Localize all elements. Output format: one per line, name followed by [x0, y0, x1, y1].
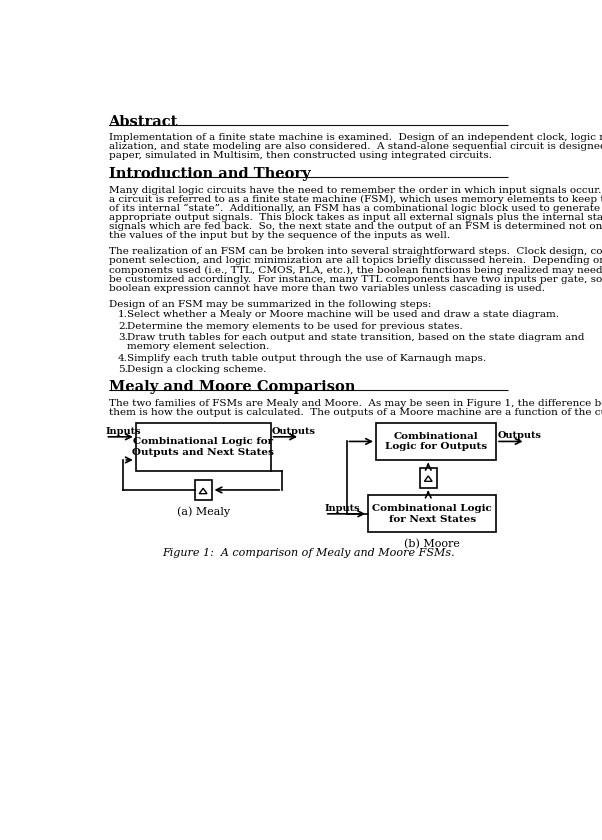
Text: components used (i.e., TTL, CMOS, PLA, etc.), the boolean functions being realiz: components used (i.e., TTL, CMOS, PLA, e…	[108, 265, 602, 275]
Text: be customized accordingly.  For instance, many TTL components have two inputs pe: be customized accordingly. For instance,…	[108, 275, 602, 284]
Text: a circuit is referred to as a finite state machine (FSM), which uses memory elem: a circuit is referred to as a finite sta…	[108, 195, 602, 204]
Text: Determine the memory elements to be used for previous states.: Determine the memory elements to be used…	[127, 322, 463, 331]
Text: Simplify each truth table output through the use of Karnaugh maps.: Simplify each truth table output through…	[127, 354, 486, 363]
Text: them is how the output is calculated.  The outputs of a Moore machine are a func: them is how the output is calculated. Th…	[108, 407, 602, 417]
Bar	[368, 496, 496, 533]
Text: Figure 1:  A comparison of Mealy and Moore FSMs.: Figure 1: A comparison of Mealy and Moor…	[162, 548, 455, 558]
Text: the values of the input but by the sequence of the inputs as well.: the values of the input but by the seque…	[108, 231, 450, 240]
Text: 2.: 2.	[118, 322, 128, 331]
Text: 4.: 4.	[118, 354, 128, 363]
Bar	[135, 423, 270, 470]
Text: appropriate output signals.  This block takes as input all external signals plus: appropriate output signals. This block t…	[108, 213, 602, 222]
Text: Inputs: Inputs	[325, 504, 361, 512]
Text: memory element selection.: memory element selection.	[127, 342, 270, 351]
Text: (b) Moore: (b) Moore	[404, 538, 460, 549]
Bar	[420, 468, 437, 488]
Text: 1.: 1.	[118, 310, 128, 319]
Text: alization, and state modeling are also considered.  A stand-alone sequential cir: alization, and state modeling are also c…	[108, 142, 602, 151]
Text: The realization of an FSM can be broken into several straightforward steps.  Clo: The realization of an FSM can be broken …	[108, 247, 602, 256]
Text: Combinational Logic
for Next States: Combinational Logic for Next States	[372, 504, 492, 523]
Text: paper, simulated in Multisim, then constructed using integrated circuits.: paper, simulated in Multisim, then const…	[108, 151, 492, 160]
Text: Combinational
Logic for Outputs: Combinational Logic for Outputs	[385, 432, 487, 451]
Text: Implementation of a finite state machine is examined.  Design of an independent : Implementation of a finite state machine…	[108, 133, 602, 142]
Text: ponent selection, and logic minimization are all topics briefly discussed herein: ponent selection, and logic minimization…	[108, 256, 602, 265]
Text: Combinational Logic for
Outputs and Next States: Combinational Logic for Outputs and Next…	[132, 437, 274, 456]
Text: Outputs: Outputs	[498, 431, 542, 440]
Text: Design a clocking scheme.: Design a clocking scheme.	[127, 365, 267, 374]
Bar	[194, 480, 212, 500]
Text: 5.: 5.	[118, 365, 128, 374]
Text: signals which are fed back.  So, the next state and the output of an FSM is dete: signals which are fed back. So, the next…	[108, 222, 602, 231]
Text: of its internal “state”.  Additionally, an FSM has a combinational logic block u: of its internal “state”. Additionally, a…	[108, 204, 602, 213]
Text: Outputs: Outputs	[272, 427, 316, 436]
Text: Draw truth tables for each output and state transition, based on the state diagr: Draw truth tables for each output and st…	[127, 333, 585, 342]
Text: Many digital logic circuits have the need to remember the order in which input s: Many digital logic circuits have the nee…	[108, 186, 602, 195]
Text: The two families of FSMs are Mealy and Moore.  As may be seen in Figure 1, the d: The two families of FSMs are Mealy and M…	[108, 399, 602, 407]
Text: 3.: 3.	[118, 333, 128, 342]
Text: Inputs: Inputs	[105, 427, 141, 436]
Text: Design of an FSM may be summarized in the following steps:: Design of an FSM may be summarized in th…	[108, 300, 431, 308]
Text: Abstract: Abstract	[108, 114, 178, 129]
Text: boolean expression cannot have more than two variables unless cascading is used.: boolean expression cannot have more than…	[108, 284, 545, 292]
Text: (a) Mealy: (a) Mealy	[176, 507, 230, 517]
Text: Select whether a Mealy or Moore machine will be used and draw a state diagram.: Select whether a Mealy or Moore machine …	[127, 310, 559, 319]
Bar	[376, 423, 496, 460]
Text: Mealy and Moore Comparison: Mealy and Moore Comparison	[108, 381, 355, 394]
Text: Introduction and Theory: Introduction and Theory	[108, 167, 310, 181]
